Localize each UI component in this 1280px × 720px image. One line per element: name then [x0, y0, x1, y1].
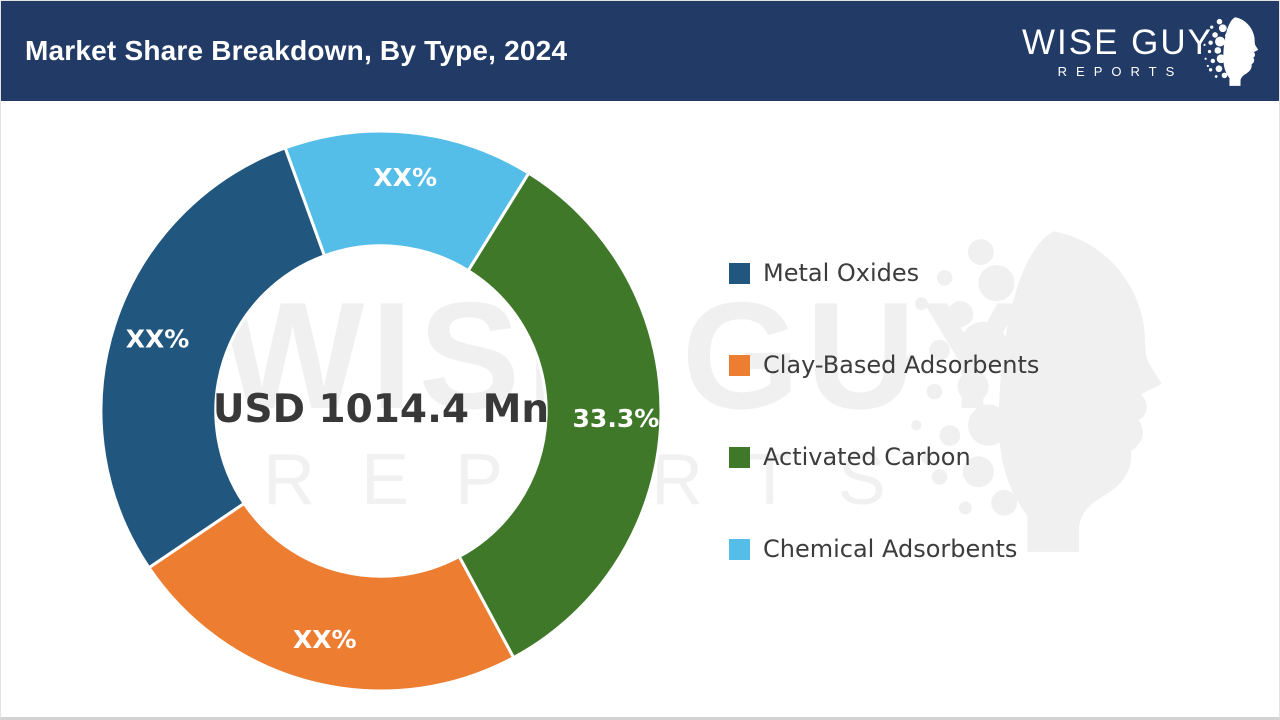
legend-swatch-metal-oxides — [729, 262, 750, 284]
donut-segment-metal-oxides — [99, 146, 326, 570]
legend-swatch-clay-based-adsorbents — [729, 354, 750, 376]
donut-segment-clay-based-adsorbents — [147, 501, 516, 693]
wise-guy-logo: WISE GUY REPORTS — [1022, 15, 1261, 87]
page-title: Market Share Breakdown, By Type, 2024 — [25, 35, 568, 66]
legend-swatch-activated-carbon — [729, 446, 750, 468]
donut-segment-chemical-adsorbents — [283, 129, 531, 273]
legend-item-activated-carbon: Activated Carbon — [729, 443, 1039, 471]
segment-value-label-activated-carbon: 33.3% — [573, 404, 660, 433]
legend-label: Clay-Based Adsorbents — [763, 351, 1040, 379]
watermark-face-icon — [905, 231, 1162, 552]
legend-label: Chemical Adsorbents — [763, 535, 1018, 563]
legend-label: Activated Carbon — [763, 443, 971, 471]
legend-label: Metal Oxides — [763, 259, 920, 287]
legend-item-clay-based-adsorbents: Clay-Based Adsorbents — [729, 351, 1039, 379]
legend-item-chemical-adsorbents: Chemical Adsorbents — [729, 535, 1039, 563]
legend-swatch-chemical-adsorbents — [729, 538, 750, 560]
chart-legend: Metal Oxides Clay-Based Adsorbents Activ… — [729, 259, 1039, 627]
segment-value-label-chemical-adsorbents: XX% — [373, 163, 437, 192]
legend-item-metal-oxides: Metal Oxides — [729, 259, 1039, 287]
segment-value-label-metal-oxides: XX% — [126, 324, 190, 353]
logo-name-text: WISE GUY — [1021, 23, 1213, 62]
donut-chart: XX% XX% 33.3% XX% — [99, 129, 663, 693]
wise-guy-face-icon — [1203, 17, 1259, 86]
chart-center-value: USD 1014.4 Mn — [212, 387, 550, 432]
donut-segment-activated-carbon — [457, 171, 663, 660]
segment-value-label-clay-based-adsorbents: XX% — [293, 625, 357, 654]
logo-sub-text: REPORTS — [1057, 64, 1184, 79]
header-bar: Market Share Breakdown, By Type, 2024 WI… — [1, 1, 1279, 101]
